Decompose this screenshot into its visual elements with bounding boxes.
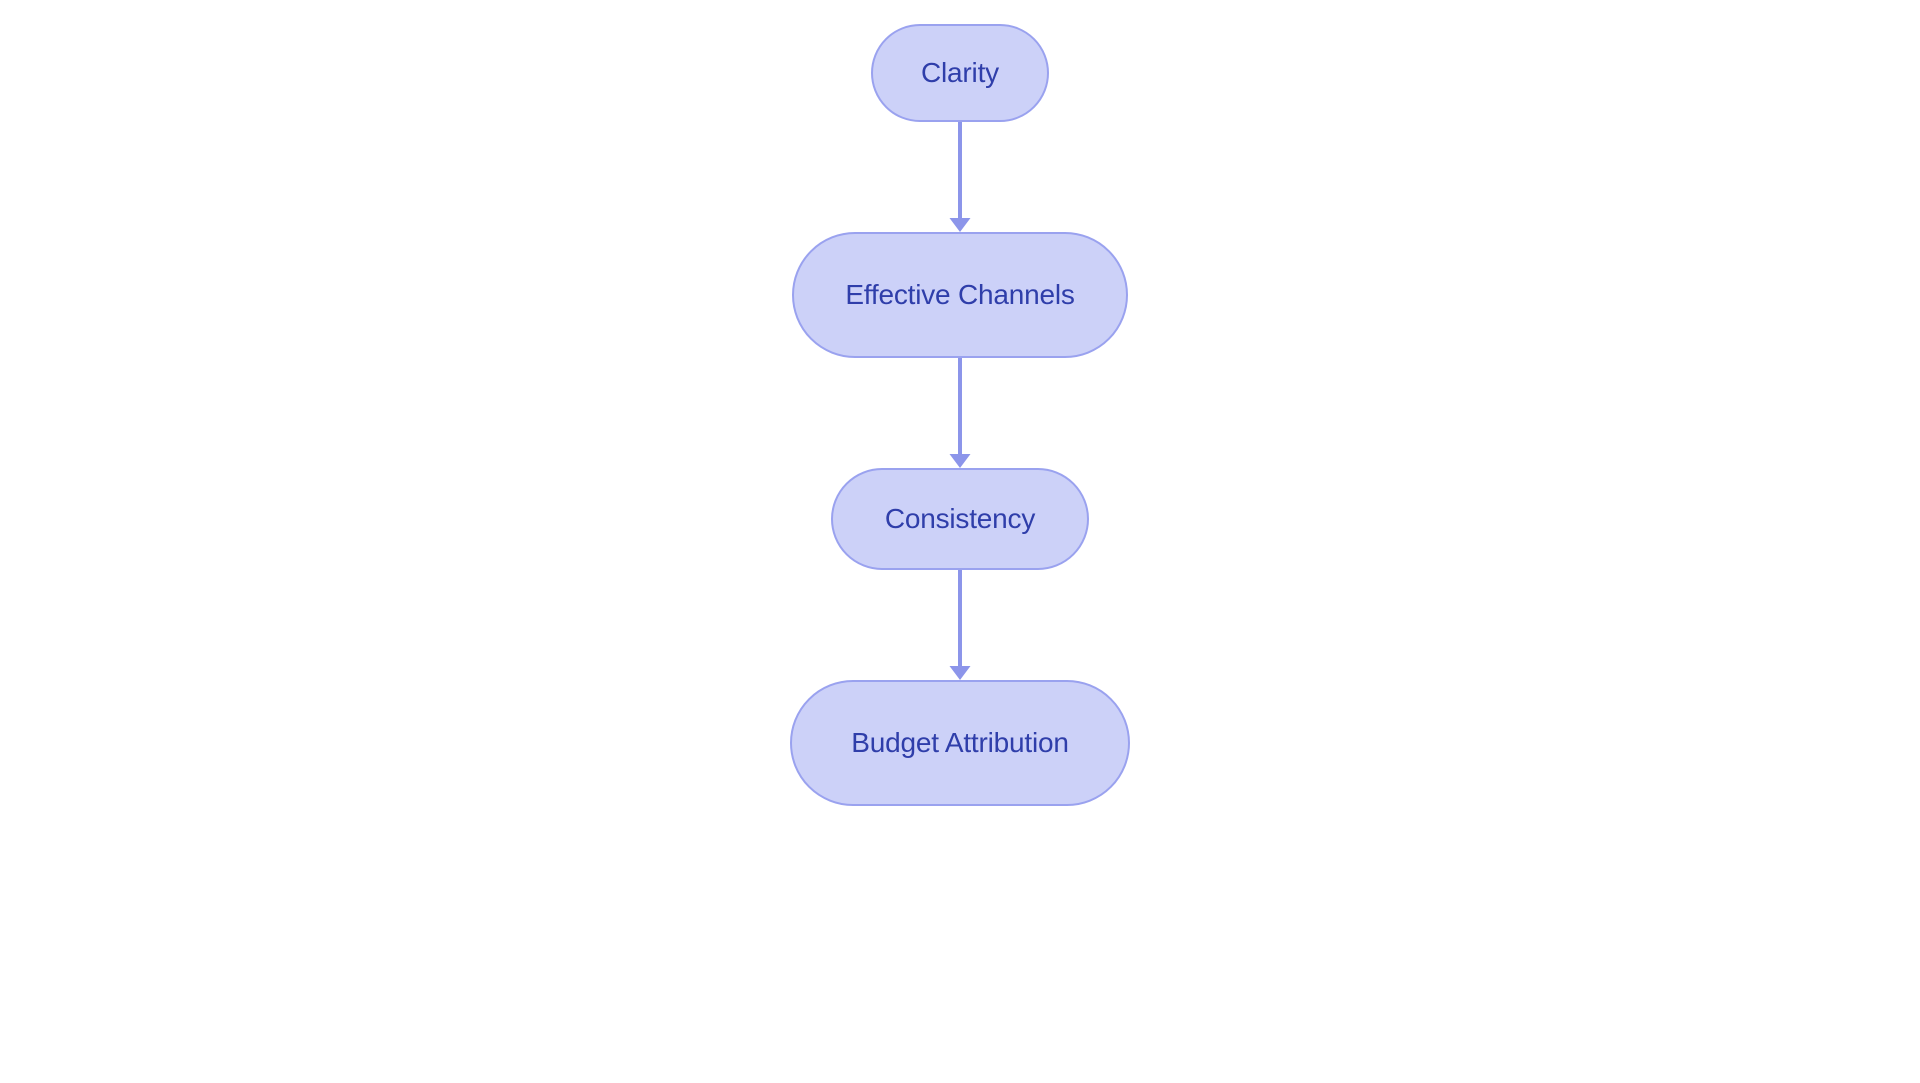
flowchart-container: Clarity Effective Channels Consistency Budg… <box>660 0 1260 1083</box>
arrow-consistency-to-budget-attribution <box>940 570 980 680</box>
node-effective-channels: Effective Channels <box>792 232 1128 358</box>
node-label: Clarity <box>921 57 999 89</box>
node-label: Effective Channels <box>845 279 1074 311</box>
node-clarity: Clarity <box>871 24 1049 122</box>
node-label: Consistency <box>885 503 1035 535</box>
node-label: Budget Attribution <box>851 727 1068 759</box>
arrow-clarity-to-effective-channels <box>940 122 980 232</box>
node-budget-attribution: Budget Attribution <box>790 680 1130 806</box>
node-consistency: Consistency <box>831 468 1089 570</box>
arrow-effective-channels-to-consistency <box>940 358 980 468</box>
